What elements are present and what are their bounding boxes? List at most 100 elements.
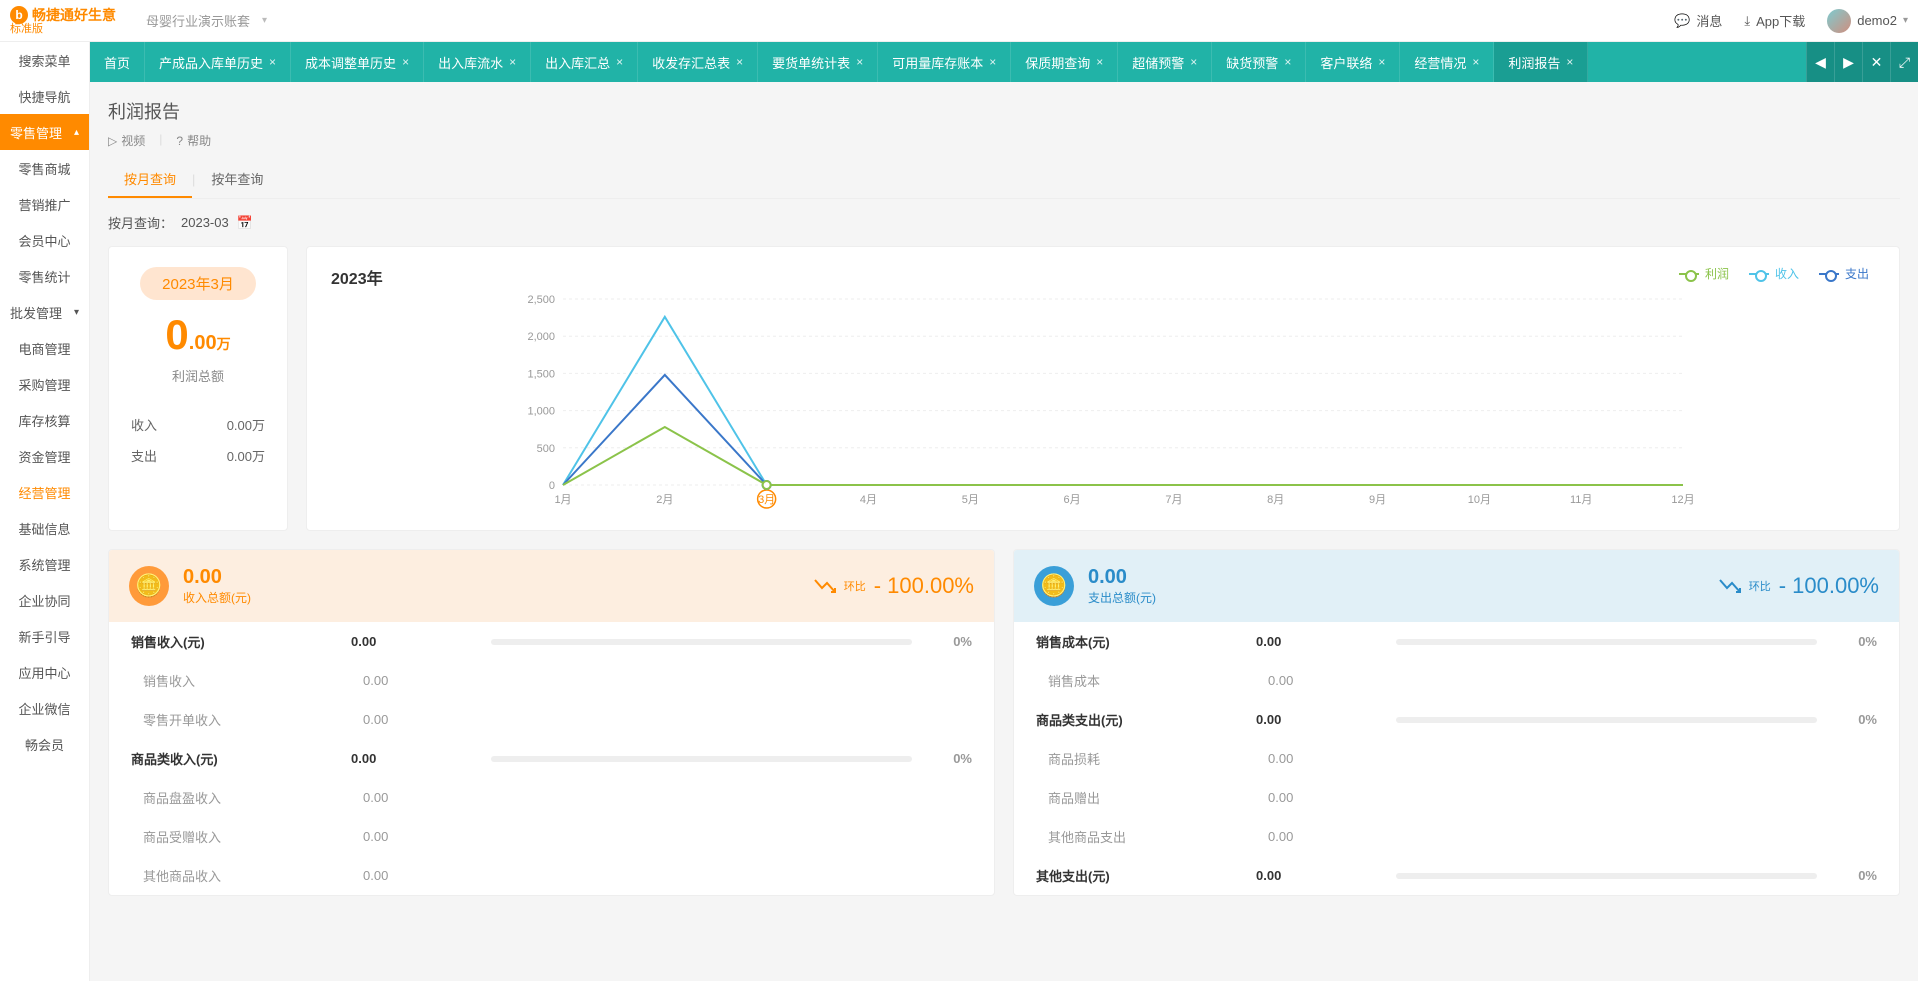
tab[interactable]: 收发存汇总表× [638,42,758,82]
caret-down-icon: ▾ [74,307,79,318]
close-icon[interactable]: × [989,55,996,69]
nav-item[interactable]: 应用中心 [0,654,89,690]
data-row: 其他商品支出0.00 [1014,817,1899,856]
period-pill: 2023年3月 [140,267,256,300]
tab[interactable]: 出入库汇总× [531,42,638,82]
data-row: 商品损耗0.00 [1014,739,1899,778]
chart-legend: 利润 收入 支出 [1679,265,1869,282]
data-row: 销售收入0.00 [109,661,994,700]
nav-item[interactable]: 营销推广 [0,186,89,222]
tab[interactable]: 可用量库存账本× [878,42,1011,82]
svg-text:1,000: 1,000 [527,406,555,418]
nav-item[interactable]: 基础信息 [0,510,89,546]
fullscreen-button[interactable]: ⤢ [1890,42,1918,82]
tab[interactable]: 首页 [90,42,145,82]
account-selector[interactable]: 母婴行业演示账套▾ [146,11,267,30]
qtab-year[interactable]: 按年查询 [195,161,279,198]
svg-text:12月: 12月 [1671,494,1694,506]
tab[interactable]: 成本调整单历史× [291,42,424,82]
avatar [1827,9,1851,33]
nav-item[interactable]: 会员中心 [0,222,89,258]
nav-item[interactable]: 库存核算 [0,402,89,438]
data-row: 销售成本(元)0.000% [1014,622,1899,661]
svg-text:4月: 4月 [860,494,877,506]
nav-item[interactable]: 采购管理 [0,366,89,402]
close-icon[interactable]: × [736,55,743,69]
data-row: 销售收入(元)0.000% [109,622,994,661]
tab[interactable]: 要货单统计表× [758,42,878,82]
calendar-icon[interactable]: 📅 [237,215,253,231]
trend-down-icon [1719,579,1741,593]
trend-down-icon [814,579,836,593]
close-icon[interactable]: × [616,55,623,69]
nav-item[interactable]: 企业协同 [0,582,89,618]
data-row: 商品赠出0.00 [1014,778,1899,817]
close-icon[interactable]: × [1096,55,1103,69]
caret-up-icon: ▴ [74,127,79,138]
close-icon[interactable]: × [1190,55,1197,69]
svg-text:5月: 5月 [962,494,979,506]
tab-strip: 首页产成品入库单历史×成本调整单历史×出入库流水×出入库汇总×收发存汇总表×要货… [90,42,1918,82]
data-row: 商品盘盈收入0.00 [109,778,994,817]
close-icon[interactable]: × [269,55,276,69]
play-icon: ▷ [108,134,117,148]
nav-item[interactable]: 畅会员 [0,726,89,762]
nav-wholesale[interactable]: 批发管理▾ [0,294,89,330]
summary-card: 2023年3月 0.00万 利润总额 收入0.00万 支出0.00万 [108,246,288,531]
tab[interactable]: 出入库流水× [424,42,531,82]
chart-title: 2023年 [331,265,1875,289]
close-icon[interactable]: × [509,55,516,69]
logo[interactable]: b畅捷通好生意 标准版 [10,6,116,35]
tab[interactable]: 缺货预警× [1212,42,1306,82]
close-icon[interactable]: × [1472,55,1479,69]
video-link[interactable]: ▷视频 [108,132,145,149]
close-icon[interactable]: × [1284,55,1291,69]
tab-close-all[interactable]: ✕ [1862,42,1890,82]
nav-item[interactable]: 企业微信 [0,690,89,726]
data-row: 其他支出(元)0.000% [1014,856,1899,895]
close-icon[interactable]: × [1378,55,1385,69]
query-label: 按月查询： [108,213,173,232]
svg-text:500: 500 [537,443,555,455]
tab[interactable]: 保质期查询× [1011,42,1118,82]
svg-text:1,500: 1,500 [527,368,555,380]
svg-text:6月: 6月 [1064,494,1081,506]
tab[interactable]: 经营情况× [1400,42,1494,82]
tab[interactable]: 利润报告× [1494,42,1588,82]
svg-text:9月: 9月 [1369,494,1386,506]
tab[interactable]: 超储预警× [1118,42,1212,82]
svg-text:1月: 1月 [554,494,571,506]
nav-item[interactable]: 资金管理 [0,438,89,474]
nav-biz[interactable]: 经营管理 [0,474,89,510]
user-menu[interactable]: demo2▾ [1827,9,1908,33]
query-date[interactable]: 2023-03 [181,215,229,230]
expense-panel: 🪙 0.00 支出总额(元) 环比 - 100.00% 销售成本(元)0.000… [1013,549,1900,896]
app-download-link[interactable]: ⤓App下载 [1744,11,1805,30]
nav-retail[interactable]: 零售管理▴ [0,114,89,150]
nav-item[interactable]: 零售商城 [0,150,89,186]
qtab-month[interactable]: 按月查询 [108,161,192,198]
nav-item[interactable]: 电商管理 [0,330,89,366]
income-icon: 🪙 [129,566,169,606]
svg-text:11月: 11月 [1570,494,1592,506]
data-row: 零售开单收入0.00 [109,700,994,739]
tab[interactable]: 客户联络× [1306,42,1400,82]
income-panel: 🪙 0.00 收入总额(元) 环比 - 100.00% 销售收入(元)0.000… [108,549,995,896]
close-icon[interactable]: × [402,55,409,69]
svg-text:3月: 3月 [758,494,775,506]
nav-item[interactable]: 系统管理 [0,546,89,582]
tab-scroll-right[interactable]: ▶ [1834,42,1862,82]
tab-scroll-left[interactable]: ◀ [1806,42,1834,82]
nav-search[interactable]: 搜索菜单 [0,42,89,78]
nav-item[interactable]: 新手引导 [0,618,89,654]
messages-link[interactable]: 💬消息 [1674,11,1722,30]
close-icon[interactable]: × [856,55,863,69]
nav-quick[interactable]: 快捷导航 [0,78,89,114]
tab[interactable]: 产成品入库单历史× [145,42,291,82]
nav-item[interactable]: 零售统计 [0,258,89,294]
svg-text:2,500: 2,500 [527,294,555,306]
data-row: 销售成本0.00 [1014,661,1899,700]
close-icon[interactable]: × [1566,55,1573,69]
chart-card: 2023年 利润 收入 支出 05001,0001,5002,0002,5001… [306,246,1900,531]
help-link[interactable]: ?帮助 [176,132,211,149]
